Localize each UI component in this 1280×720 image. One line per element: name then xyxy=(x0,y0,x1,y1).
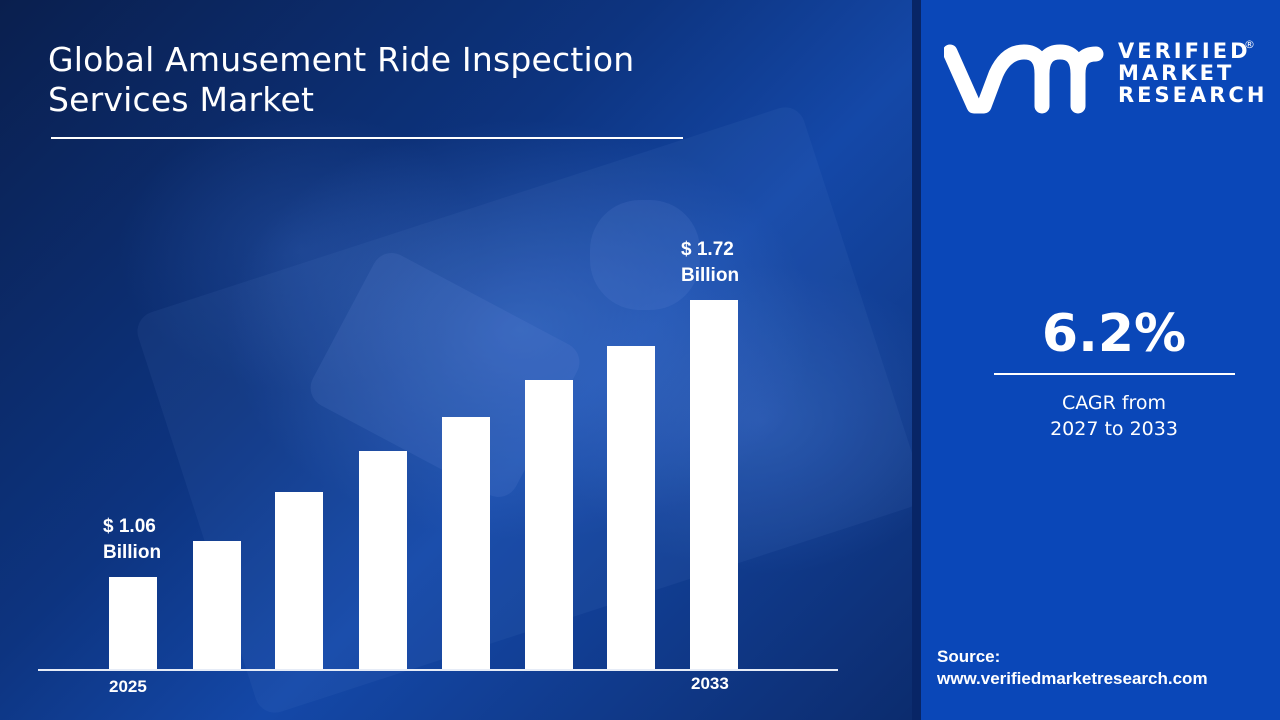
panel-separator xyxy=(912,0,921,720)
x-tick-2033: 2033 xyxy=(691,674,729,693)
bar-4 xyxy=(359,451,407,670)
x-axis-line xyxy=(38,669,838,671)
vmr-logo-icon xyxy=(944,44,1104,114)
cagr-caption-line-2: 2027 to 2033 xyxy=(1050,418,1178,440)
bar-2 xyxy=(193,541,241,670)
source-url: www.verifiedmarketresearch.com xyxy=(937,669,1208,688)
x-tick-2025: 2025 xyxy=(109,677,147,696)
bar-3 xyxy=(275,492,323,670)
brand-line-market: MARKET xyxy=(1118,61,1235,85)
brand-wordmark: VERIFIED MARKET RESEARCH xyxy=(1118,40,1267,106)
start-value: $ 1.06 xyxy=(103,516,156,537)
cagr-divider xyxy=(994,373,1235,375)
cagr-value: 6.2% xyxy=(1041,304,1187,364)
info-panel xyxy=(921,0,1280,720)
bar-2025 xyxy=(109,577,157,670)
start-unit: Billion xyxy=(103,542,162,563)
start-value-label: $ 1.06 Billion xyxy=(103,514,161,566)
source-label: Source: xyxy=(937,647,1001,666)
brand-line-research: RESEARCH xyxy=(1118,83,1268,107)
brand-line-verified: VERIFIED xyxy=(1118,39,1251,63)
source-note: Source: www.verifiedmarketresearch.com xyxy=(937,646,1208,690)
cagr-caption: CAGR from 2027 to 2033 xyxy=(994,390,1234,442)
background-hand-shape xyxy=(590,200,700,310)
end-value: $ 1.72 xyxy=(681,239,734,260)
cagr-caption-line-1: CAGR from xyxy=(1061,392,1167,414)
bar-6 xyxy=(525,380,573,670)
page-title: Global Amusement Ride Inspection Service… xyxy=(48,40,768,120)
title-line-2: Services Market xyxy=(48,80,315,119)
end-unit: Billion xyxy=(681,265,740,286)
registered-mark: ® xyxy=(1244,38,1255,51)
bar-chart: $ 1.06 Billion $ 1.72 Billion 2025 2033 xyxy=(38,237,838,696)
end-value-label: $ 1.72 Billion xyxy=(681,237,739,289)
bar-7 xyxy=(607,346,655,670)
title-underline xyxy=(51,137,683,139)
bar-2033 xyxy=(690,300,738,670)
brand-logo: VERIFIED MARKET RESEARCH ® xyxy=(944,38,1267,120)
title-line-1: Global Amusement Ride Inspection xyxy=(48,40,635,79)
bar-5 xyxy=(442,417,490,670)
